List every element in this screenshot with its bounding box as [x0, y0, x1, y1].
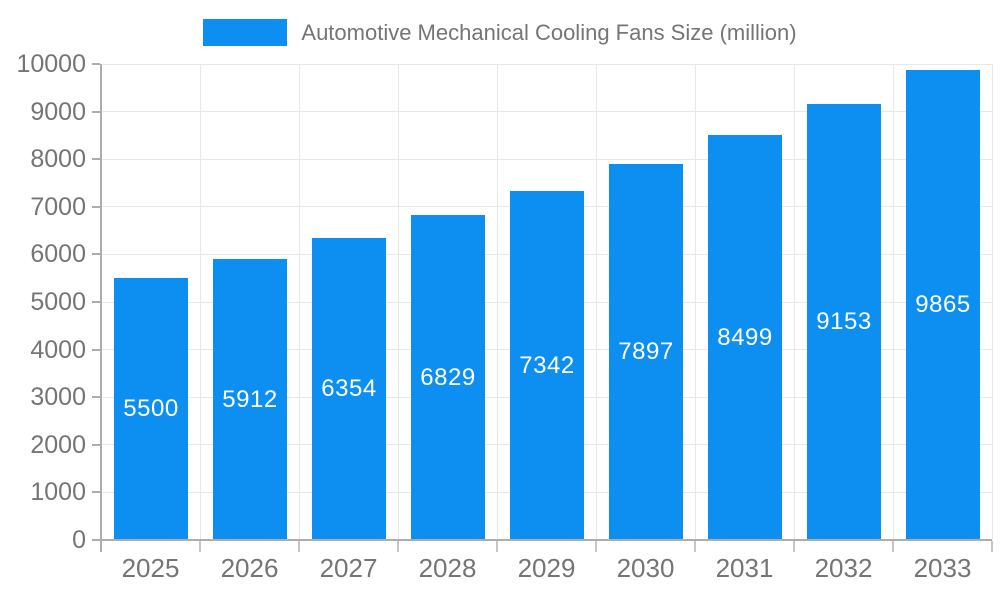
x-tick-label: 2033 [913, 553, 972, 583]
x-tick-label: 2028 [418, 553, 477, 583]
bar-2030[interactable]: 7897 [609, 164, 683, 540]
bar-2027[interactable]: 6354 [312, 238, 386, 540]
v-gridline [892, 64, 894, 540]
y-axis-tick [92, 396, 100, 399]
y-axis-tick [92, 205, 100, 208]
bar-2033[interactable]: 9865 [906, 70, 980, 540]
y-axis-tick [92, 158, 100, 161]
bar-2025[interactable]: 5500 [114, 278, 188, 540]
bar-2026[interactable]: 5912 [213, 259, 287, 540]
x-axis-tick [199, 541, 201, 552]
h-gridline [101, 111, 992, 113]
x-axis-tick [298, 541, 300, 552]
v-gridline [496, 64, 498, 540]
y-tick-label: 1000 [30, 478, 86, 507]
legend-label[interactable]: Automotive Mechanical Cooling Fans Size … [301, 19, 797, 45]
bar-value-label: 9865 [915, 291, 971, 318]
x-axis-tick [397, 541, 399, 552]
v-gridline [694, 64, 696, 540]
v-gridline [595, 64, 597, 540]
h-gridline [101, 63, 992, 65]
bar-value-label: 6354 [321, 375, 377, 402]
x-axis-tick [991, 541, 993, 552]
plot-area: 5500 5912 6354 6829 7342 7897 8499 9153 9865 [92, 63, 993, 552]
x-axis-labels: 2025 2026 2027 2028 2029 2030 2031 2032 2033 [101, 540, 992, 600]
y-axis-labels: 0 1000 2000 3000 4000 5000 6000 7000 8000 9000 100… [0, 51, 86, 553]
bar-value-label: 5912 [222, 385, 278, 413]
v-gridline [298, 64, 300, 540]
v-gridline [793, 64, 795, 540]
v-gridline [991, 64, 993, 540]
y-axis-line [100, 64, 102, 552]
x-axis-tick [694, 541, 696, 552]
y-tick-label: 4000 [30, 335, 86, 364]
x-axis-tick [595, 541, 597, 552]
x-tick-label: 2029 [517, 553, 576, 583]
bar-2032[interactable]: 9153 [807, 104, 881, 540]
y-tick-label: 0 [72, 526, 86, 554]
x-tick-label: 2031 [715, 553, 774, 583]
y-axis-tick [92, 110, 100, 113]
x-tick-label: 2032 [814, 553, 873, 583]
bar-value-label: 9153 [816, 308, 872, 335]
y-tick-label: 10000 [16, 50, 86, 78]
y-axis-tick [92, 491, 100, 494]
y-axis-tick [92, 63, 100, 65]
x-axis-tick [793, 541, 795, 552]
bar-value-label: 8499 [717, 323, 773, 351]
y-axis-tick [92, 301, 100, 303]
y-tick-label: 9000 [30, 97, 86, 126]
v-gridline [397, 64, 399, 540]
x-axis-tick [496, 541, 498, 552]
bar-value-label: 5500 [123, 395, 179, 422]
y-axis-tick [92, 253, 100, 256]
x-tick-label: 2027 [319, 553, 378, 583]
x-tick-label: 2025 [121, 553, 180, 583]
bar-2029[interactable]: 7342 [510, 191, 584, 540]
x-axis-tick [892, 541, 894, 552]
h-gridline [101, 158, 992, 160]
y-tick-label: 6000 [30, 240, 86, 269]
v-gridline [199, 64, 201, 540]
bar-value-label: 7897 [618, 338, 674, 365]
y-axis-tick [92, 443, 100, 446]
x-tick-label: 2026 [220, 553, 279, 583]
legend: Automotive Mechanical Cooling Fans Size … [0, 19, 1000, 46]
bar-2028[interactable]: 6829 [411, 215, 485, 540]
bar-value-label: 6829 [420, 363, 476, 391]
y-tick-label: 8000 [30, 145, 86, 174]
y-tick-label: 2000 [30, 430, 86, 459]
x-axis-line [92, 539, 992, 541]
x-tick-label: 2030 [616, 553, 675, 583]
bar-2031[interactable]: 8499 [708, 135, 782, 540]
y-axis-tick [92, 348, 100, 351]
legend-swatch[interactable] [203, 19, 288, 46]
y-tick-label: 3000 [30, 383, 86, 412]
y-tick-label: 5000 [30, 288, 86, 316]
bar-value-label: 7342 [519, 351, 575, 379]
y-tick-label: 7000 [30, 192, 86, 221]
